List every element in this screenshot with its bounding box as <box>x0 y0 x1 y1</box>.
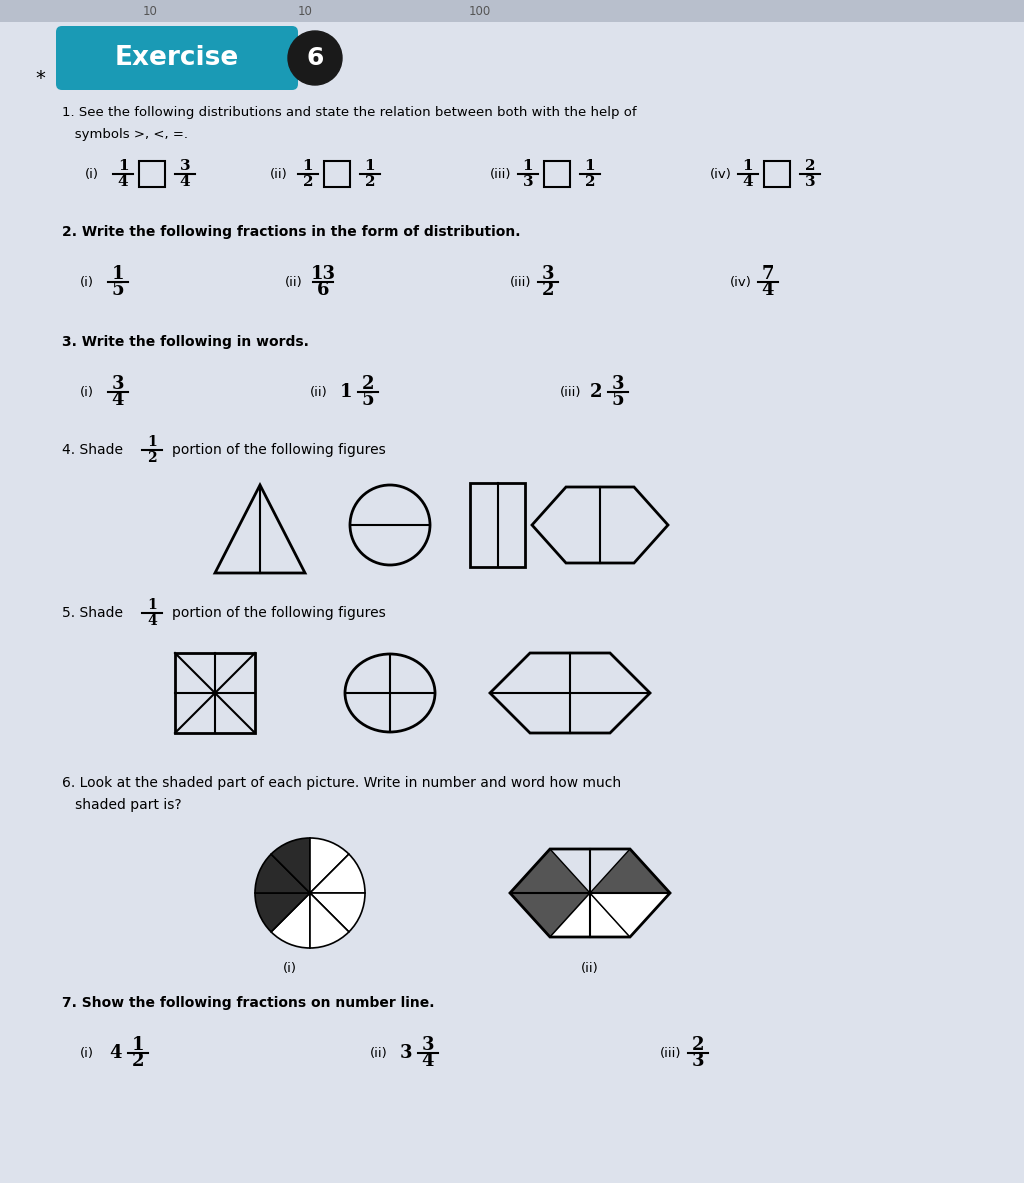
Text: (iii): (iii) <box>510 276 531 289</box>
Text: 4. Shade: 4. Shade <box>62 442 123 457</box>
Text: 2: 2 <box>590 383 602 401</box>
Text: (ii): (ii) <box>582 962 599 975</box>
Text: (iii): (iii) <box>490 168 512 181</box>
Text: 1: 1 <box>340 383 352 401</box>
Text: 10: 10 <box>142 5 158 18</box>
Text: 3: 3 <box>692 1052 705 1069</box>
Text: (i): (i) <box>85 168 99 181</box>
Text: 1: 1 <box>365 159 376 173</box>
Text: 1: 1 <box>112 265 124 283</box>
Text: (ii): (ii) <box>270 168 288 181</box>
Text: (iii): (iii) <box>560 386 582 399</box>
Text: 5. Shade: 5. Shade <box>62 606 123 620</box>
Text: (i): (i) <box>80 1047 94 1060</box>
Text: 4: 4 <box>742 175 754 189</box>
Text: portion of the following figures: portion of the following figures <box>172 606 386 620</box>
Text: 5: 5 <box>611 392 625 409</box>
Text: 3: 3 <box>611 375 625 393</box>
Text: 1: 1 <box>147 435 157 450</box>
Text: 3: 3 <box>112 375 124 393</box>
Bar <box>175 653 255 733</box>
Bar <box>139 161 165 187</box>
Text: symbols >, <, =.: symbols >, <, =. <box>62 128 188 141</box>
Text: 2: 2 <box>692 1036 705 1054</box>
Bar <box>324 161 350 187</box>
Text: 5: 5 <box>112 282 124 299</box>
Text: 4: 4 <box>118 175 128 189</box>
Text: 1: 1 <box>742 159 754 173</box>
Text: 6. Look at the shaded part of each picture. Write in number and word how much: 6. Look at the shaded part of each pictu… <box>62 776 622 790</box>
Bar <box>544 161 570 187</box>
Text: 3. Write the following in words.: 3. Write the following in words. <box>62 335 309 349</box>
Text: *: * <box>35 69 45 88</box>
Text: 100: 100 <box>469 5 492 18</box>
Text: 4: 4 <box>112 392 124 409</box>
Wedge shape <box>255 854 310 893</box>
Text: 2: 2 <box>361 375 374 393</box>
Wedge shape <box>310 893 349 948</box>
Bar <box>764 161 790 187</box>
Text: (ii): (ii) <box>370 1047 388 1060</box>
Polygon shape <box>590 893 670 937</box>
Text: 4: 4 <box>179 175 190 189</box>
Text: (i): (i) <box>80 276 94 289</box>
Bar <box>470 483 525 567</box>
Wedge shape <box>271 838 310 893</box>
Text: 3: 3 <box>179 159 190 173</box>
Text: 7. Show the following fractions on number line.: 7. Show the following fractions on numbe… <box>62 996 434 1010</box>
Text: 3: 3 <box>542 265 554 283</box>
Wedge shape <box>310 838 349 893</box>
Text: 4: 4 <box>422 1052 434 1069</box>
Text: 4: 4 <box>762 282 774 299</box>
Text: 5: 5 <box>361 392 375 409</box>
Text: 10: 10 <box>298 5 312 18</box>
Text: 2. Write the following fractions in the form of distribution.: 2. Write the following fractions in the … <box>62 225 520 239</box>
Polygon shape <box>510 849 590 937</box>
Text: (iii): (iii) <box>660 1047 682 1060</box>
Text: 4: 4 <box>147 614 157 628</box>
Circle shape <box>288 31 342 85</box>
Text: 6: 6 <box>306 46 324 70</box>
Text: 2: 2 <box>303 175 313 189</box>
Text: 3: 3 <box>422 1036 434 1054</box>
Text: Exercise: Exercise <box>115 45 240 71</box>
Text: 1: 1 <box>585 159 595 173</box>
Text: (iv): (iv) <box>710 168 732 181</box>
Polygon shape <box>550 893 630 937</box>
FancyBboxPatch shape <box>56 26 298 90</box>
Text: 2: 2 <box>585 175 595 189</box>
Wedge shape <box>310 854 365 893</box>
Text: 3: 3 <box>522 175 534 189</box>
FancyBboxPatch shape <box>0 0 1024 22</box>
Text: 3: 3 <box>399 1045 413 1062</box>
Text: 1: 1 <box>147 597 157 612</box>
Text: (iv): (iv) <box>730 276 752 289</box>
Text: 1: 1 <box>118 159 128 173</box>
Text: 3: 3 <box>805 175 815 189</box>
Text: portion of the following figures: portion of the following figures <box>172 442 386 457</box>
Text: (i): (i) <box>80 386 94 399</box>
Text: (ii): (ii) <box>310 386 328 399</box>
Text: 2: 2 <box>805 159 815 173</box>
Text: 2: 2 <box>132 1052 144 1069</box>
Wedge shape <box>271 893 310 948</box>
Text: shaded part is?: shaded part is? <box>62 799 181 812</box>
Text: 13: 13 <box>310 265 336 283</box>
Polygon shape <box>590 849 670 893</box>
Text: (ii): (ii) <box>285 276 303 289</box>
Text: 2: 2 <box>365 175 375 189</box>
Text: 2: 2 <box>147 451 157 465</box>
Wedge shape <box>310 893 365 932</box>
Text: 1: 1 <box>522 159 534 173</box>
Text: 2: 2 <box>542 282 554 299</box>
Text: 1: 1 <box>132 1036 144 1054</box>
Wedge shape <box>255 893 310 932</box>
Text: 4: 4 <box>110 1045 122 1062</box>
Text: 7: 7 <box>762 265 774 283</box>
Text: (i): (i) <box>283 962 297 975</box>
Text: 1: 1 <box>303 159 313 173</box>
Text: 1. See the following distributions and state the relation between both with the : 1. See the following distributions and s… <box>62 105 637 118</box>
Text: 6: 6 <box>316 282 330 299</box>
